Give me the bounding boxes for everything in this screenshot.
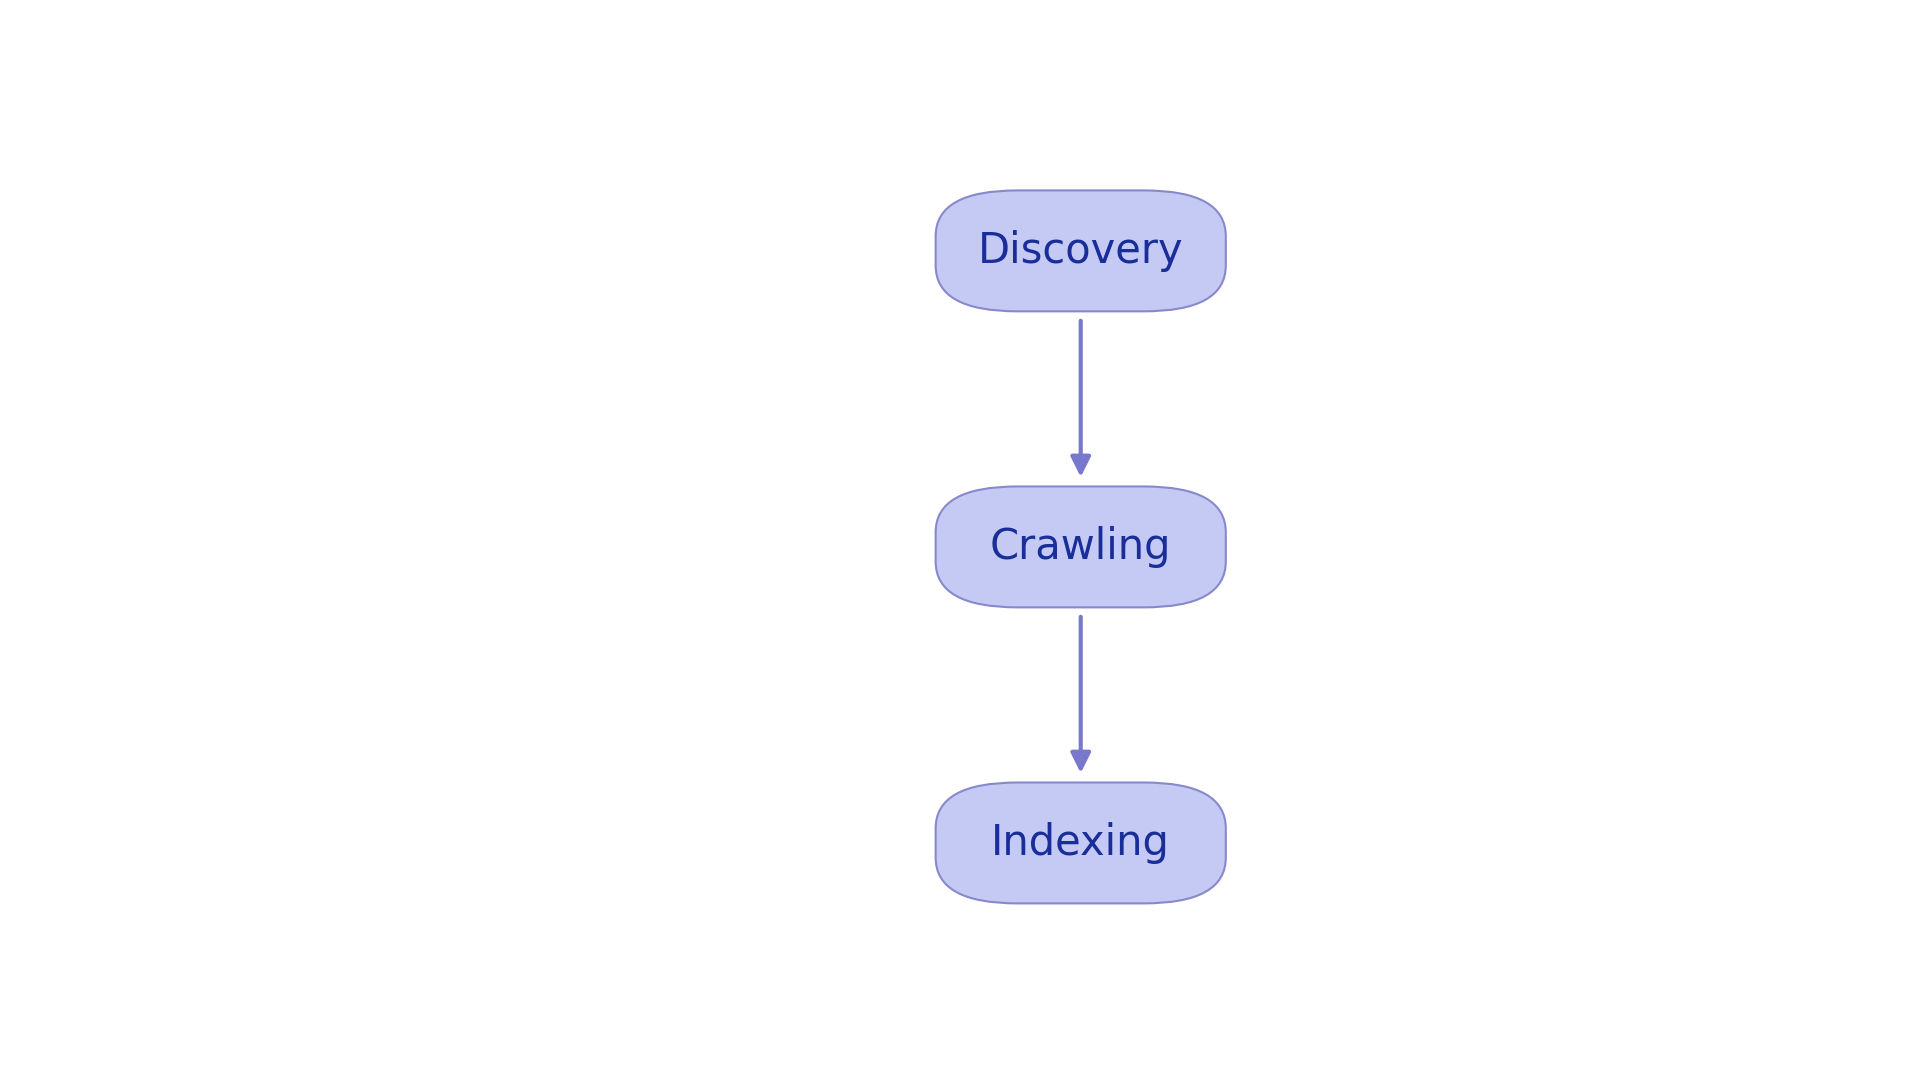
Text: Indexing: Indexing xyxy=(991,822,1169,864)
FancyBboxPatch shape xyxy=(935,191,1225,311)
FancyBboxPatch shape xyxy=(935,486,1225,608)
Text: Discovery: Discovery xyxy=(977,230,1183,272)
FancyBboxPatch shape xyxy=(935,783,1225,903)
Text: Crawling: Crawling xyxy=(991,526,1171,567)
